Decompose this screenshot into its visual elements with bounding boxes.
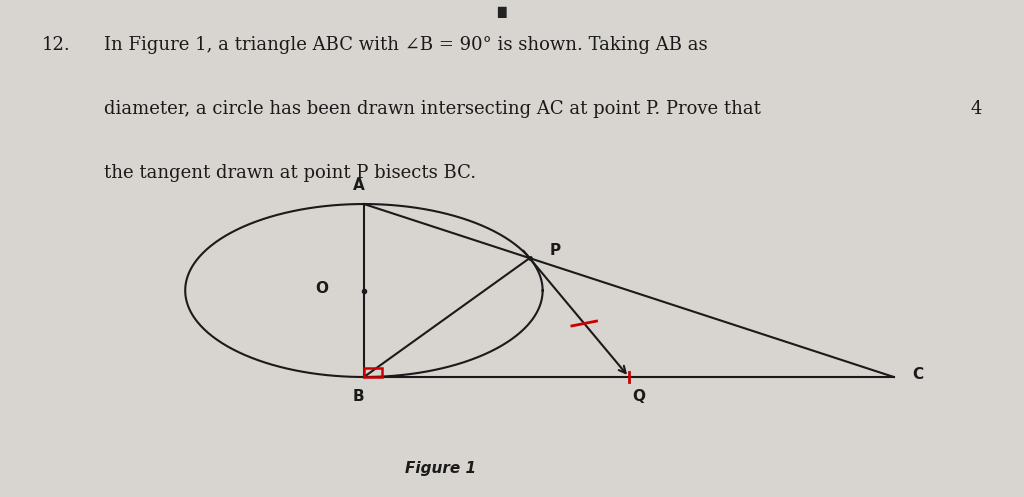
Text: Q: Q bbox=[633, 389, 645, 405]
Text: In Figure 1, a triangle ABC with ∠B = 90° is shown. Taking AB as: In Figure 1, a triangle ABC with ∠B = 90… bbox=[103, 36, 708, 54]
Text: 4: 4 bbox=[971, 100, 982, 118]
Text: A: A bbox=[353, 178, 365, 193]
Text: P: P bbox=[550, 243, 561, 258]
Text: diameter, a circle has been drawn intersecting AC at point P. Prove that: diameter, a circle has been drawn inters… bbox=[103, 100, 761, 118]
Text: C: C bbox=[912, 367, 924, 382]
Text: O: O bbox=[315, 280, 328, 296]
Text: 12.: 12. bbox=[42, 36, 71, 54]
Text: █: █ bbox=[498, 6, 506, 17]
Text: Figure 1: Figure 1 bbox=[404, 461, 476, 476]
Text: B: B bbox=[353, 389, 365, 405]
Text: the tangent drawn at point P bisects BC.: the tangent drawn at point P bisects BC. bbox=[103, 165, 475, 182]
